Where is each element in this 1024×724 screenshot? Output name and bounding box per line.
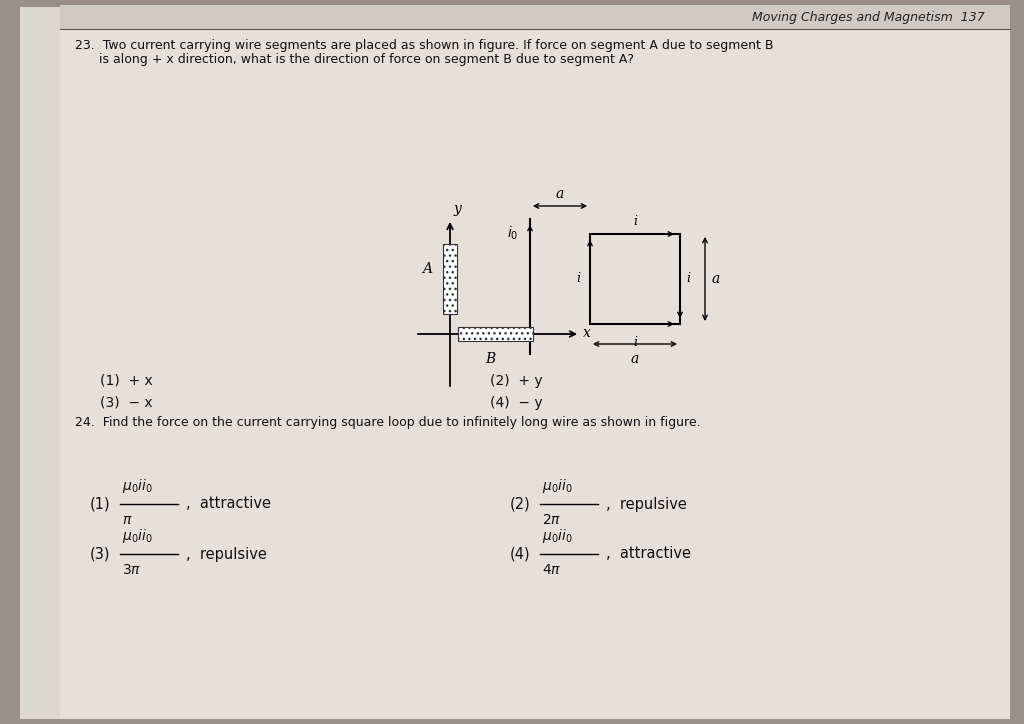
Text: $\pi$: $\pi$ — [122, 513, 132, 527]
Text: ,  repulsive: , repulsive — [186, 547, 267, 562]
Text: B: B — [485, 352, 496, 366]
Text: Moving Charges and Magnetism  137: Moving Charges and Magnetism 137 — [753, 11, 985, 23]
Text: (2): (2) — [510, 497, 530, 511]
Text: ,  repulsive: , repulsive — [606, 497, 687, 511]
Text: (1)  + x: (1) + x — [100, 374, 153, 388]
Text: i: i — [633, 215, 637, 228]
Text: $\mu_0 ii_0$: $\mu_0 ii_0$ — [542, 477, 572, 495]
Text: i: i — [633, 336, 637, 349]
Text: $\mu_0 ii_0$: $\mu_0 ii_0$ — [122, 527, 153, 545]
Text: $i_0$: $i_0$ — [507, 224, 518, 242]
Text: (2)  + y: (2) + y — [490, 374, 543, 388]
Text: a: a — [712, 272, 720, 286]
Text: (1): (1) — [90, 497, 111, 511]
Text: A: A — [422, 262, 432, 276]
Text: $\mu_0 ii_0$: $\mu_0 ii_0$ — [122, 477, 153, 495]
Text: a: a — [631, 352, 639, 366]
Text: a: a — [556, 187, 564, 201]
Text: is along + x direction, what is the direction of force on segment B due to segme: is along + x direction, what is the dire… — [75, 53, 634, 66]
Text: i: i — [686, 272, 690, 285]
Text: y: y — [454, 202, 462, 216]
Text: ,  attractive: , attractive — [186, 497, 271, 511]
Text: 23.  Two current carrying wire segments are placed as shown in figure. If force : 23. Two current carrying wire segments a… — [75, 39, 773, 52]
FancyBboxPatch shape — [60, 7, 1010, 719]
Text: $3\pi$: $3\pi$ — [122, 563, 141, 577]
Text: x: x — [583, 326, 591, 340]
FancyBboxPatch shape — [60, 5, 1010, 29]
Text: i: i — [575, 272, 580, 285]
Text: (3)  − x: (3) − x — [100, 396, 153, 410]
Text: 24.  Find the force on the current carrying square loop due to infinitely long w: 24. Find the force on the current carryi… — [75, 416, 700, 429]
Bar — [443, 244, 457, 314]
Text: (3): (3) — [90, 547, 111, 562]
Bar — [590, 234, 680, 324]
FancyBboxPatch shape — [20, 7, 1010, 719]
Text: ,  attractive: , attractive — [606, 547, 691, 562]
Text: (4): (4) — [510, 547, 530, 562]
Text: $4\pi$: $4\pi$ — [542, 563, 561, 577]
Text: $\mu_0 ii_0$: $\mu_0 ii_0$ — [542, 527, 572, 545]
Bar — [458, 327, 534, 341]
Text: $2\pi$: $2\pi$ — [542, 513, 561, 527]
Text: (4)  − y: (4) − y — [490, 396, 543, 410]
